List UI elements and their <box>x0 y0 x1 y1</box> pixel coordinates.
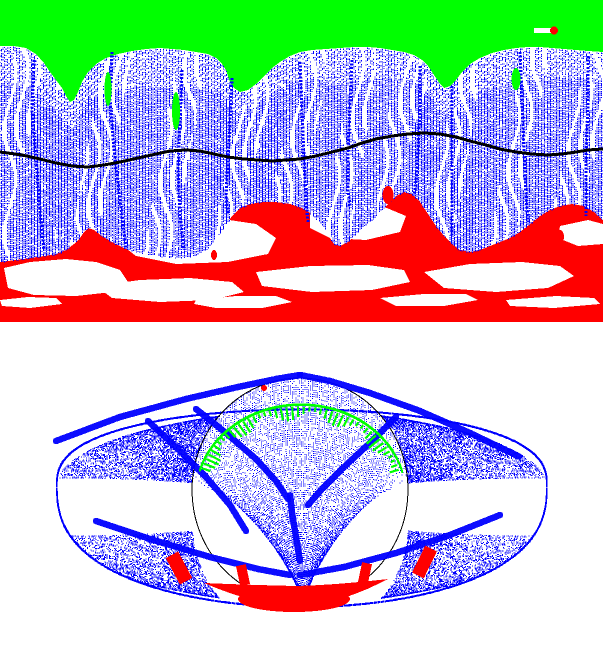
red-south-core <box>238 586 350 612</box>
red-streak-2 <box>236 564 250 586</box>
red-streak-0 <box>165 551 193 585</box>
separatrix-spine-0 <box>30 59 46 251</box>
green-arc-path <box>199 403 403 473</box>
separatrix-band-1 <box>296 371 524 461</box>
separatrix-spine-1 <box>108 51 128 249</box>
separatrix-spine-6 <box>412 66 422 197</box>
white-island-9 <box>380 294 478 306</box>
separatrix-band-6 <box>286 491 304 565</box>
pointer-marker[interactable] <box>534 26 558 35</box>
red-basal-band <box>0 316 603 322</box>
separatrix-band-3 <box>296 511 504 579</box>
open-outward-region <box>0 0 603 102</box>
green-arc-ticks <box>201 406 400 474</box>
separatrix-spine-4 <box>298 61 310 223</box>
synoptic-map-canvas <box>0 0 603 322</box>
separatrix-spine-8 <box>518 51 530 223</box>
separatrix-band-2 <box>92 517 294 579</box>
white-island-7 <box>558 220 603 246</box>
green-tongue-2 <box>511 68 521 90</box>
red-tongue-3 <box>556 230 564 244</box>
white-island-1 <box>96 278 244 302</box>
green-polar-arc <box>199 403 403 474</box>
green-tongue-3 <box>237 60 243 74</box>
green-tongues <box>104 60 521 130</box>
green-tongue-1 <box>172 92 180 130</box>
red-tongue-0 <box>382 186 394 204</box>
white-island-3 <box>256 265 410 292</box>
red-tongue-2 <box>211 250 217 260</box>
outer-dots <box>59 415 545 599</box>
red-tongues <box>92 186 564 260</box>
separatrix-spines <box>30 51 590 251</box>
green-tongue-0 <box>104 72 112 106</box>
white-island-11 <box>506 296 600 308</box>
separatrix-spine-9 <box>584 56 590 216</box>
white-island-10 <box>0 297 62 308</box>
outer-shell-dot-field <box>59 415 545 599</box>
separatrix-band-4 <box>192 405 292 503</box>
white-island-5 <box>424 262 574 292</box>
outer-shell-outline <box>56 408 548 609</box>
separatrix-band-5 <box>304 413 400 509</box>
marker-bar <box>534 28 552 33</box>
projection-canvas <box>0 325 603 645</box>
synoptic-map-panel[interactable] <box>0 0 603 325</box>
red-arc-endpoint-dot <box>261 385 267 391</box>
red-streak-1 <box>412 545 437 579</box>
projection-panel[interactable] <box>0 325 603 645</box>
neutral-line[interactable] <box>0 131 603 169</box>
red-tongue-1 <box>92 248 100 260</box>
projection-separatrix-bands <box>52 371 524 579</box>
separatrix-band-0 <box>52 371 304 445</box>
separatrix-band-7 <box>144 417 250 535</box>
red-streak-3 <box>358 562 372 584</box>
separatrix-spine-5 <box>346 59 354 207</box>
separatrix-spine-2 <box>176 69 186 251</box>
separatrix-spine-3 <box>224 77 234 215</box>
red-south-region <box>165 545 437 612</box>
white-island-8 <box>194 296 292 308</box>
marker-dot <box>550 26 558 35</box>
